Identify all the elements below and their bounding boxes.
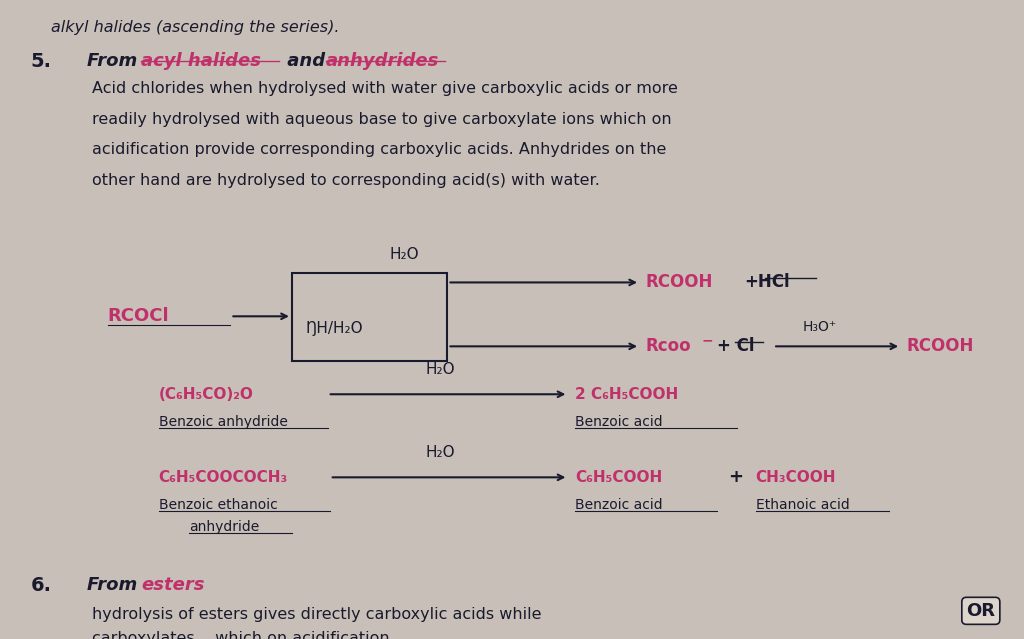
Text: Benzoic anhydride: Benzoic anhydride (159, 415, 288, 429)
Text: −: − (701, 333, 713, 347)
Text: Ethanoic acid: Ethanoic acid (756, 498, 850, 512)
Text: RCOCl: RCOCl (108, 307, 169, 325)
Text: From: From (87, 576, 143, 594)
Text: +HCl: +HCl (744, 273, 791, 291)
Text: other hand are hydrolysed to corresponding acid(s) with water.: other hand are hydrolysed to correspondi… (92, 173, 600, 188)
Text: Acid chlorides when hydrolysed with water give carboxylic acids or more: Acid chlorides when hydrolysed with wate… (92, 81, 678, 96)
Text: RCOOH: RCOOH (906, 337, 974, 355)
Text: CH₃COOH: CH₃COOH (756, 470, 837, 485)
Text: Benzoic acid: Benzoic acid (575, 498, 664, 512)
Text: and: and (281, 52, 331, 70)
Text: H₂O: H₂O (390, 247, 419, 262)
Text: alkyl halides (ascending the series).: alkyl halides (ascending the series). (51, 20, 340, 35)
Text: anhydrides: anhydrides (326, 52, 439, 70)
Text: acyl halides: acyl halides (141, 52, 261, 70)
Text: carboxylates,   which on acidification: carboxylates, which on acidification (92, 631, 390, 639)
Text: + Cl: + Cl (717, 337, 755, 355)
Text: esters: esters (141, 576, 205, 594)
Text: RCOOH: RCOOH (645, 273, 713, 291)
Text: Rcoo: Rcoo (645, 337, 691, 355)
Text: anhydride: anhydride (189, 520, 260, 534)
Text: 2 C₆H₅COOH: 2 C₆H₅COOH (575, 387, 679, 402)
Text: Benzoic ethanoic: Benzoic ethanoic (159, 498, 278, 512)
Text: C₆H₅COOCOCH₃: C₆H₅COOCOCH₃ (159, 470, 288, 485)
Text: Benzoic acid: Benzoic acid (575, 415, 664, 429)
Text: From: From (87, 52, 143, 70)
Text: H₂O: H₂O (426, 362, 455, 377)
Text: +: + (728, 468, 742, 486)
Text: OR: OR (967, 602, 995, 620)
Bar (292, 273, 447, 361)
Text: C₆H₅COOH: C₆H₅COOH (575, 470, 663, 485)
Text: H₂O: H₂O (426, 445, 455, 460)
Text: hydrolysis of esters gives directly carboxylic acids while: hydrolysis of esters gives directly carb… (92, 607, 542, 622)
Text: ŊH/H₂O: ŊH/H₂O (305, 321, 362, 336)
Text: 5.: 5. (31, 52, 52, 72)
Text: acidification provide corresponding carboxylic acids. Anhydrides on the: acidification provide corresponding carb… (92, 142, 667, 157)
Text: readily hydrolysed with aqueous base to give carboxylate ions which on: readily hydrolysed with aqueous base to … (92, 112, 672, 127)
Text: 6.: 6. (31, 576, 52, 596)
Text: H₃O⁺: H₃O⁺ (802, 320, 837, 334)
Text: (C₆H₅CO)₂O: (C₆H₅CO)₂O (159, 387, 254, 402)
